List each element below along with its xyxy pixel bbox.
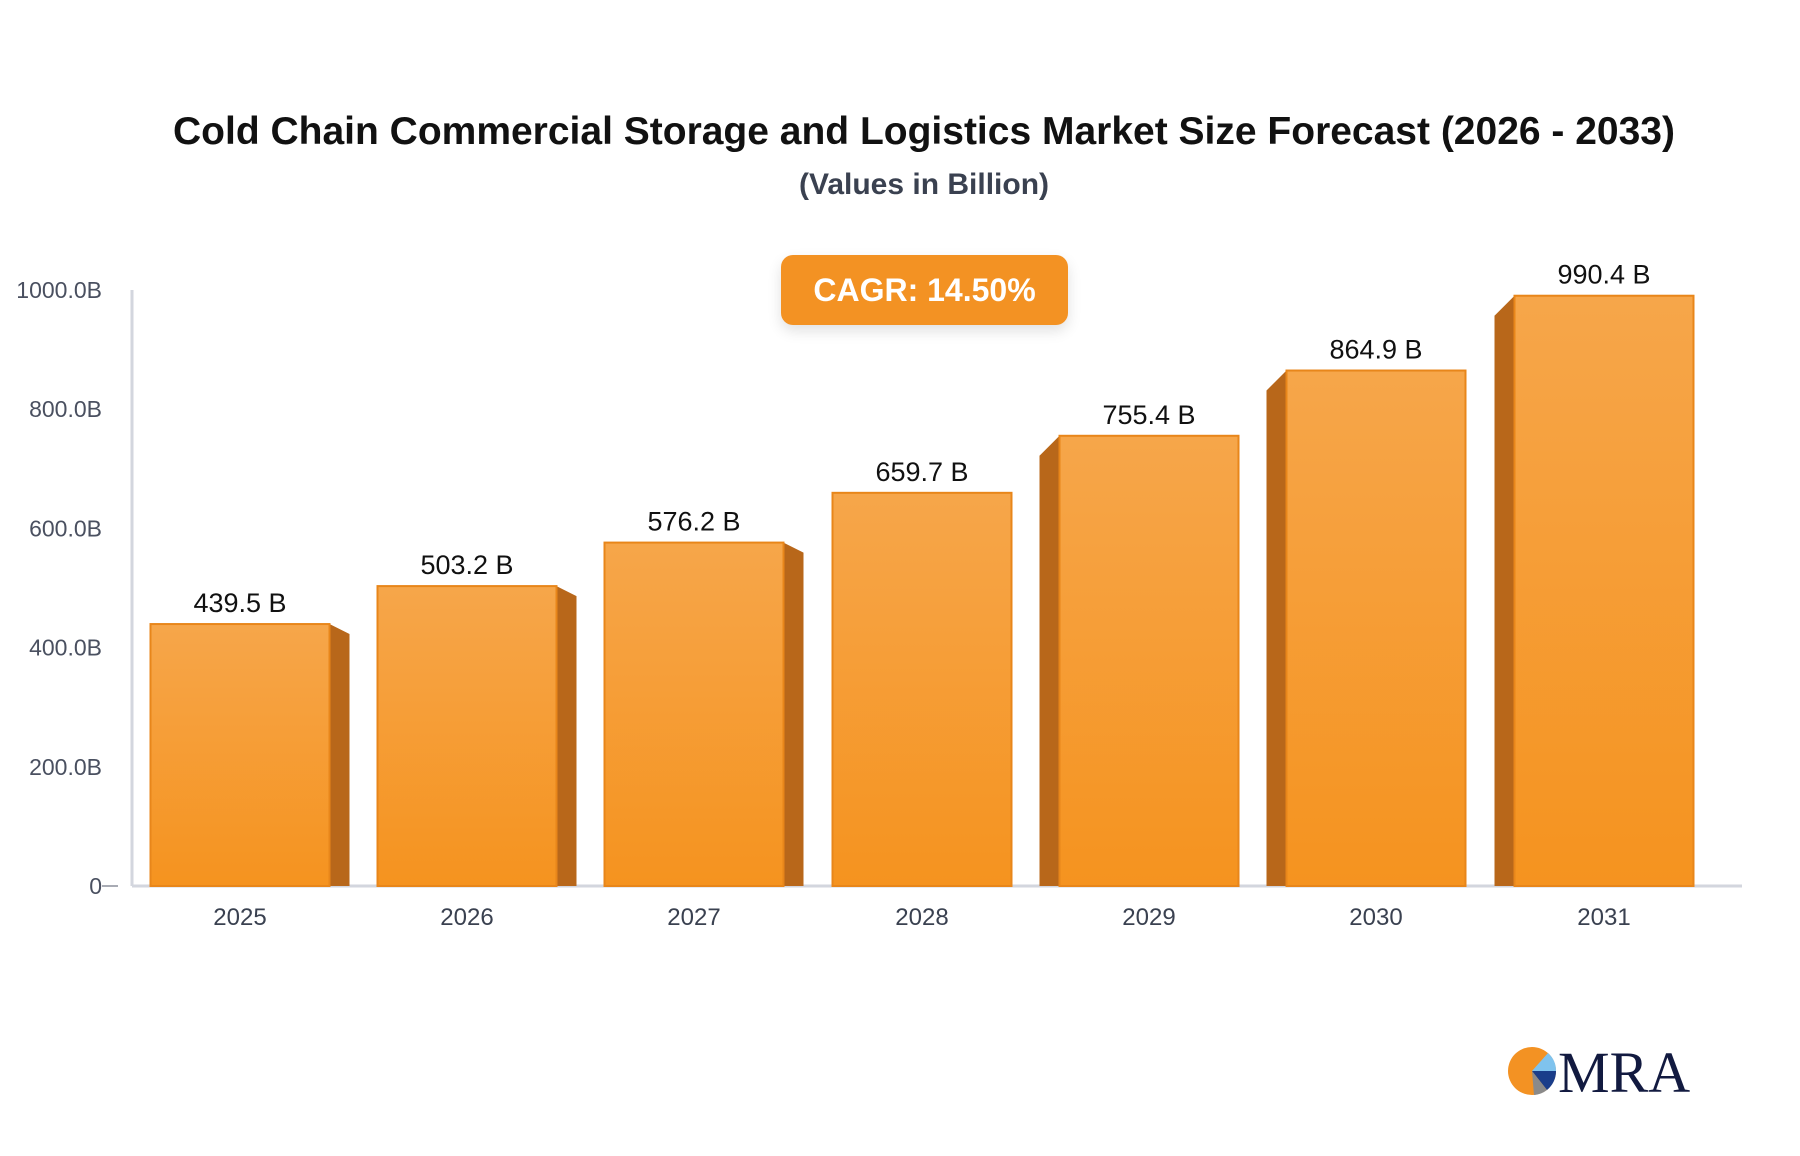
bar-2026 [376,585,558,887]
bar-2027 [603,541,785,887]
bar-side-face [783,542,804,886]
y-tick-label: 800.0B [29,396,102,422]
x-tick-label: 2028 [895,904,948,931]
data-label: 576.2 B [647,507,740,537]
x-tick-label: 2030 [1349,904,1402,931]
bar-side-face [1266,370,1287,886]
chart-subtitle: (Values in Billion) [798,168,1050,201]
bar-side-face [1494,295,1515,887]
x-tick-label: 2029 [1122,904,1175,931]
y-tick-label: 1000.0B [16,277,102,303]
bar-side-face [329,624,350,886]
bar-2030 [1285,369,1467,887]
y-tick-label: 600.0B [29,515,102,541]
y-tick-label: 400.0B [29,635,102,661]
bar-side-face [1039,435,1060,886]
data-label: 659.7 B [875,457,968,487]
x-tick-label: 2031 [1577,904,1630,931]
x-tick-label: 2027 [667,904,720,931]
data-label: 864.9 B [1329,335,1422,365]
bar-2025 [149,623,331,887]
data-label: 439.5 B [193,588,286,618]
data-label: 990.4 B [1557,260,1650,290]
bar-side-face [556,586,577,886]
x-tick-label: 2025 [213,904,266,931]
bar-2029 [1058,434,1240,887]
y-tick-label: 0 [89,873,102,899]
logo-pie-icon: MRA [1508,1042,1690,1098]
y-tick-label: 200.0B [29,754,102,780]
bar-2031 [1513,294,1695,887]
mra-logo: MRA [1506,1042,1696,1098]
data-label: 755.4 B [1102,400,1195,430]
x-tick-label: 2026 [440,904,493,931]
svg-text:MRA: MRA [1558,1042,1690,1098]
chart-title: Cold Chain Commercial Storage and Logist… [173,110,1675,153]
bar-2028 [831,491,1013,887]
data-label: 503.2 B [420,550,513,580]
cagr-badge: CAGR: 14.50% [781,255,1068,325]
